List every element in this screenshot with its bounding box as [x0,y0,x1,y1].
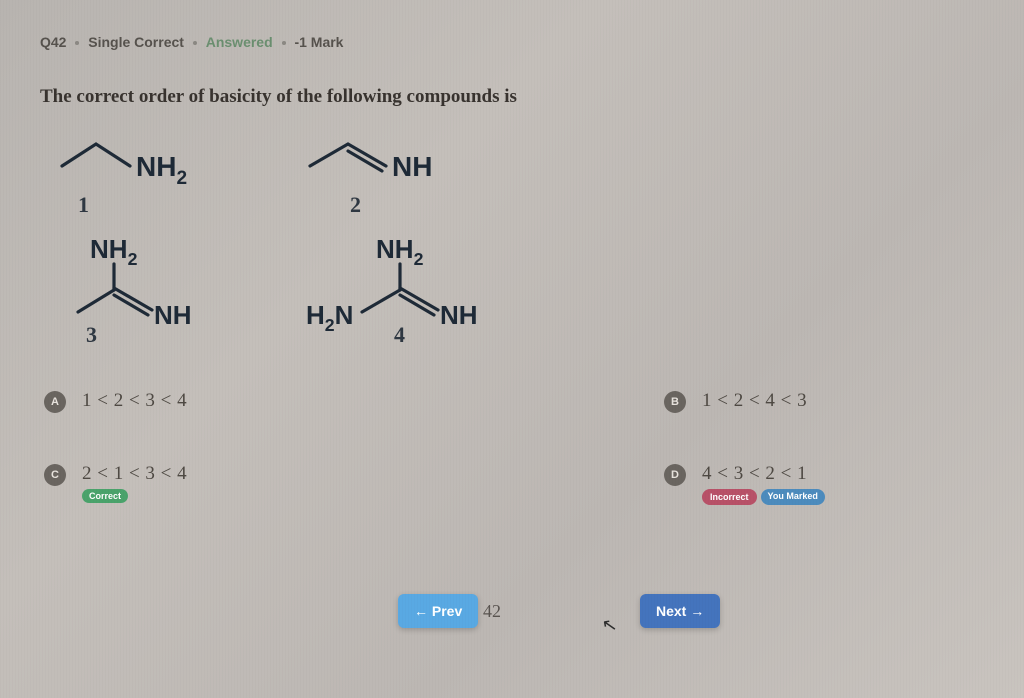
option-b-text: 1 < 2 < 4 < 3 [702,390,807,412]
cursor-icon: ↖ [600,614,619,637]
question-meta: Q42 Single Correct Answered -1 Mark [40,34,984,50]
compound-3: NH2 NH 3 [48,236,238,346]
option-b-letter: B [664,391,686,413]
option-a[interactable]: A 1 < 2 < 3 < 4 [44,390,364,413]
svg-text:NH: NH [154,300,192,330]
compound-2-number: 2 [350,192,361,217]
bullet-icon [193,41,197,45]
svg-text:H2N: H2N [306,300,353,335]
compound-4-number: 4 [394,322,405,346]
page-number: 42 [483,601,501,622]
next-button[interactable]: Next → [640,594,720,628]
compound-2-group: NH [392,151,432,182]
compound-1: NH2 1 [48,126,238,224]
question-number: Q42 [40,34,66,50]
compound-3-nh2: NH [90,236,128,264]
compound-3-nh2-sub: 2 [128,249,138,269]
compound-4-h2n-h: H [306,300,325,330]
compound-4-h2n-n: N [335,300,354,330]
compound-1-group: NH [136,151,176,182]
you-marked-tag: You Marked [761,489,825,505]
svg-text:NH: NH [392,151,432,182]
option-c-letter: C [44,464,66,486]
option-d-text: 4 < 3 < 2 < 1 [702,463,807,485]
compound-4-nh: NH [440,300,478,330]
prev-button[interactable]: ← Prev [398,594,478,628]
compound-4: NH2 H2N NH 4 [278,236,528,346]
svg-text:NH: NH [440,300,478,330]
option-d[interactable]: D 4 < 3 < 2 < 1 Incorrect You Marked [664,463,984,486]
question-stem: The correct order of basicity of the fol… [40,86,984,108]
compound-4-nh2-top-sub: 2 [414,249,424,269]
option-c[interactable]: C 2 < 1 < 3 < 4 Correct [44,463,364,486]
compound-3-number: 3 [86,322,97,346]
compounds-figure: NH2 1 NH 2 NH2 [48,126,984,346]
option-d-letter: D [664,464,686,486]
compound-3-nh: NH [154,300,192,330]
answer-options: A 1 < 2 < 3 < 4 B 1 < 2 < 4 < 3 C 2 < 1 … [44,390,984,486]
option-a-letter: A [44,391,66,413]
option-a-text: 1 < 2 < 3 < 4 [82,390,187,412]
question-mark: -1 Mark [294,34,343,50]
svg-text:NH2: NH2 [136,151,187,189]
bullet-icon [282,41,286,45]
correct-tag: Correct [82,489,128,503]
option-c-text: 2 < 1 < 3 < 4 [82,463,187,485]
compound-1-sub: 2 [176,168,187,189]
compound-1-number: 1 [78,192,89,217]
incorrect-tag: Incorrect [702,489,757,505]
question-type: Single Correct [88,34,184,50]
compound-4-h2n-sub: 2 [325,315,335,335]
bullet-icon [75,41,79,45]
option-b[interactable]: B 1 < 2 < 4 < 3 [664,390,984,413]
compound-2: NH 2 [278,126,528,224]
answered-status: Answered [206,34,273,50]
compound-4-nh2-top: NH [376,236,414,264]
